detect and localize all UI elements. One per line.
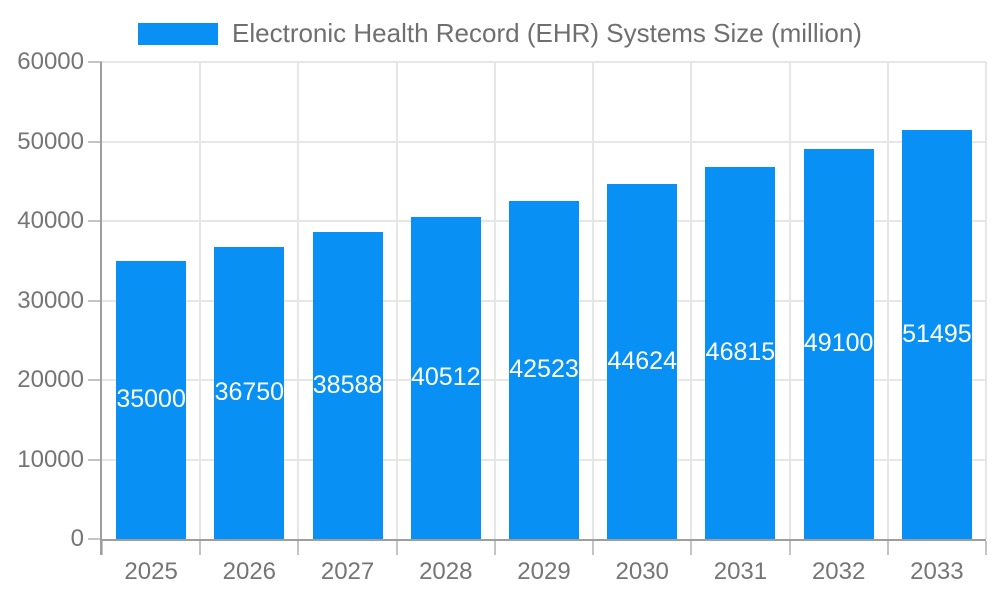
x-tick bbox=[592, 541, 595, 555]
bar-value-label: 42523 bbox=[509, 355, 579, 384]
y-tick bbox=[88, 220, 102, 222]
v-gridline bbox=[886, 62, 889, 539]
y-axis-tick-label: 60000 bbox=[17, 48, 84, 75]
bar[interactable]: 46815 bbox=[705, 166, 776, 539]
bar[interactable]: 51495 bbox=[901, 129, 972, 539]
x-axis-tick-label: 2025 bbox=[124, 558, 178, 585]
v-gridline bbox=[493, 62, 496, 539]
v-gridline bbox=[199, 62, 202, 539]
x-axis-tick-label: 2032 bbox=[811, 558, 866, 585]
x-axis-tick-label: 2029 bbox=[517, 558, 571, 585]
y-tick bbox=[88, 61, 102, 63]
bar-value-label: 38588 bbox=[312, 371, 383, 400]
y-axis-tick-label: 0 bbox=[70, 525, 84, 552]
bar[interactable]: 38588 bbox=[312, 232, 383, 539]
legend[interactable]: Electronic Health Record (EHR) Systems S… bbox=[0, 18, 1000, 49]
x-tick bbox=[199, 541, 202, 555]
v-gridline bbox=[297, 62, 300, 539]
h-gridline bbox=[102, 140, 986, 143]
y-tick bbox=[88, 299, 102, 302]
x-tick bbox=[395, 541, 398, 555]
y-axis-tick-label: 20000 bbox=[17, 366, 84, 393]
legend-swatch bbox=[138, 22, 219, 45]
x-axis-tick-label: 2030 bbox=[615, 558, 669, 585]
y-axis-tick-label: 30000 bbox=[17, 286, 84, 314]
bar[interactable]: 36750 bbox=[214, 246, 285, 539]
h-gridline bbox=[102, 61, 986, 63]
v-gridline bbox=[985, 62, 987, 539]
y-tick bbox=[88, 538, 102, 540]
bar-value-label: 49100 bbox=[803, 329, 874, 358]
bar-value-label: 46815 bbox=[705, 338, 776, 367]
bar-value-label: 51495 bbox=[902, 319, 972, 348]
bar-value-label: 40512 bbox=[411, 363, 481, 392]
y-axis-tick-label: 50000 bbox=[17, 127, 84, 155]
x-tick bbox=[101, 541, 103, 555]
x-axis-line bbox=[102, 539, 986, 541]
x-tick bbox=[493, 541, 496, 555]
y-axis-tick-label: 40000 bbox=[17, 207, 84, 234]
x-tick bbox=[788, 541, 791, 555]
x-axis-tick-label: 2027 bbox=[320, 558, 375, 585]
v-gridline bbox=[788, 62, 791, 539]
y-tick bbox=[88, 458, 102, 461]
legend-label: Electronic Health Record (EHR) Systems S… bbox=[232, 18, 862, 48]
v-gridline bbox=[690, 62, 693, 539]
bar-value-label: 44624 bbox=[607, 347, 677, 376]
bar[interactable]: 49100 bbox=[803, 148, 874, 539]
x-tick bbox=[886, 541, 889, 555]
x-tick bbox=[985, 541, 987, 555]
x-axis-tick-label: 2028 bbox=[419, 558, 473, 585]
y-axis-tick-label: 10000 bbox=[17, 445, 84, 473]
bar[interactable]: 42523 bbox=[509, 200, 579, 539]
y-axis-line bbox=[100, 62, 102, 555]
bar-value-label: 36750 bbox=[214, 378, 285, 407]
x-axis-tick-label: 2033 bbox=[910, 558, 964, 585]
y-tick bbox=[88, 140, 102, 143]
bar[interactable]: 44624 bbox=[607, 184, 678, 539]
v-gridline bbox=[395, 62, 398, 539]
x-axis-tick-label: 2031 bbox=[713, 558, 768, 585]
bar[interactable]: 35000 bbox=[116, 260, 187, 539]
v-gridline bbox=[592, 62, 595, 539]
bar-value-label: 35000 bbox=[116, 385, 186, 414]
x-tick bbox=[297, 541, 300, 555]
bar[interactable]: 40512 bbox=[410, 216, 481, 539]
y-tick bbox=[88, 379, 102, 381]
x-axis-tick-label: 2026 bbox=[222, 558, 277, 585]
x-tick bbox=[690, 541, 693, 555]
